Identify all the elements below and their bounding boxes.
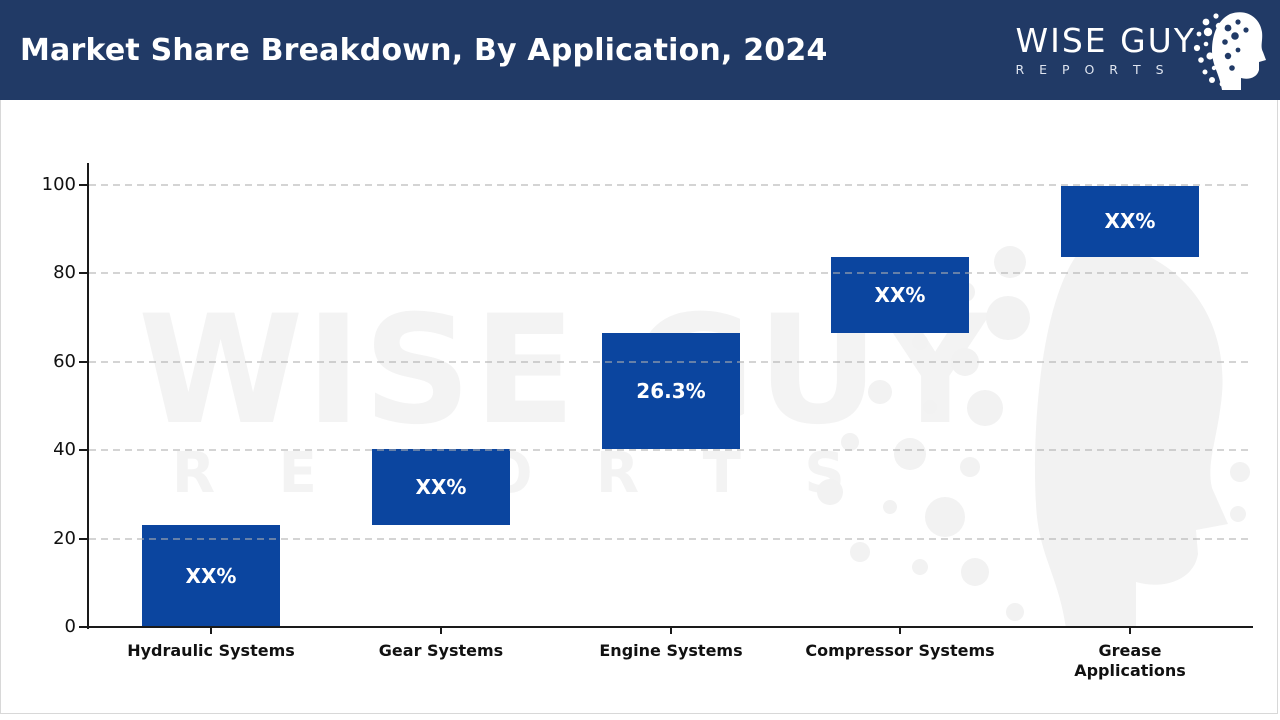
- bar-value-label: XX%: [1104, 209, 1156, 234]
- x-axis-tick: [1129, 628, 1131, 634]
- wise-guy-reports-logo: WISE GUY R E P O R T S: [1015, 0, 1266, 100]
- bar-value-label: XX%: [415, 475, 467, 500]
- gridline-y60: [89, 360, 1253, 363]
- gridline-y20: [89, 537, 1253, 540]
- logo-head-icon: [1193, 12, 1266, 90]
- bar-engine-systems: [602, 333, 740, 450]
- x-axis-category-label: Hydraulic Systems: [127, 641, 295, 660]
- y-axis-tick: [79, 184, 87, 186]
- gridline-y80: [89, 272, 1253, 275]
- x-axis-tick: [440, 628, 442, 634]
- x-axis-tick: [210, 628, 212, 634]
- x-axis-tick: [670, 628, 672, 634]
- chart-title: Market Share Breakdown, By Application, …: [20, 32, 828, 68]
- y-axis-tick-label: 80: [53, 262, 76, 284]
- logo-subtext: R E P O R T S: [1015, 61, 1170, 77]
- y-axis-tick-label: 60: [53, 350, 76, 372]
- y-axis-tick-label: 40: [53, 439, 76, 461]
- logo-wordmark: WISE GUY: [1015, 20, 1196, 60]
- gridline-y40: [89, 449, 1253, 452]
- bar-hydraulic-systems: [142, 525, 280, 627]
- y-axis-tick: [79, 537, 87, 540]
- y-axis-tick-label: 0: [64, 616, 76, 637]
- bar-compressor-systems: [831, 256, 969, 334]
- x-axis-category-label: Engine Systems: [599, 641, 743, 660]
- x-axis-tick: [899, 628, 901, 634]
- gridline-y100: [89, 184, 1253, 186]
- y-axis-tick: [79, 272, 87, 275]
- y-axis-tick: [79, 360, 87, 363]
- x-axis-category-label: Gear Systems: [378, 641, 504, 660]
- y-axis-tick-label: 100: [41, 174, 76, 195]
- plot-border: [0, 100, 1278, 714]
- bar-value-label: 26.3%: [636, 379, 706, 404]
- bar-value-label: XX%: [874, 282, 926, 307]
- x-axis-category-label: Compressor Systems: [805, 641, 995, 660]
- logo-text: WISE GUY R E P O R T S: [1015, 24, 1196, 77]
- y-axis-tick: [79, 449, 87, 452]
- x-axis-spine: [87, 626, 1253, 628]
- bar-value-label: XX%: [185, 564, 237, 589]
- y-axis-tick-label: 20: [53, 527, 76, 549]
- y-axis-spine: [87, 163, 89, 629]
- bar-gear-systems: [372, 449, 510, 526]
- header-bar: Market Share Breakdown, By Application, …: [0, 0, 1280, 100]
- x-axis-category-label: Grease Applications: [1074, 641, 1186, 680]
- y-axis-tick: [79, 626, 87, 628]
